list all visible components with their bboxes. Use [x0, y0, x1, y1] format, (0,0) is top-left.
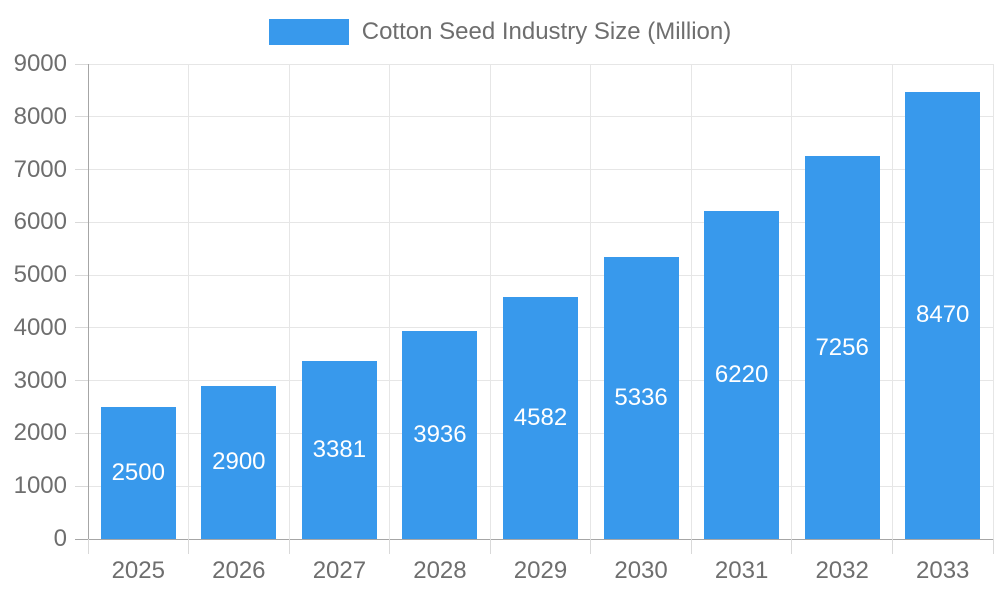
- y-axis-tick: [75, 169, 88, 171]
- y-axis-label: 4000: [13, 313, 67, 341]
- y-axis-label: 7000: [13, 155, 67, 183]
- y-axis-label: 2000: [13, 419, 67, 447]
- legend-swatch: [268, 19, 349, 45]
- gridline-horizontal: [88, 169, 993, 171]
- x-axis-tick: [791, 539, 793, 554]
- y-axis-tick: [75, 327, 88, 329]
- gridline-vertical: [992, 64, 994, 539]
- gridline-horizontal: [88, 221, 993, 223]
- bar-value-label: 7256: [815, 333, 869, 361]
- gridline-vertical: [590, 64, 592, 539]
- bar[interactable]: [603, 257, 679, 539]
- gridline-vertical: [690, 64, 692, 539]
- x-axis-label: 2033: [916, 557, 970, 584]
- y-axis-tick: [75, 432, 88, 434]
- legend-label: Cotton Seed Industry Size (Million): [361, 18, 732, 45]
- x-axis-tick: [87, 539, 89, 554]
- bar-value-label: 8470: [916, 301, 970, 329]
- x-axis-label: 2028: [413, 557, 467, 584]
- y-axis-label: 9000: [13, 50, 67, 77]
- x-axis-tick: [891, 539, 893, 554]
- bar[interactable]: [804, 156, 880, 539]
- gridline-vertical: [489, 64, 491, 539]
- y-axis-label: 8000: [13, 102, 67, 130]
- x-axis-tick: [489, 539, 491, 554]
- x-axis-label: 2025: [111, 557, 165, 584]
- y-axis-label: 0: [53, 525, 67, 552]
- y-axis-tick: [75, 380, 88, 382]
- y-axis-tick: [75, 485, 88, 487]
- x-axis-label: 2030: [614, 557, 668, 584]
- bar[interactable]: [402, 331, 478, 539]
- bar[interactable]: [201, 385, 277, 539]
- y-axis-tick: [75, 221, 88, 223]
- gridline-horizontal: [88, 116, 993, 118]
- bar-value-label: 3936: [413, 421, 467, 449]
- bar-value-label: 5336: [614, 384, 668, 412]
- gridline-vertical: [87, 64, 89, 539]
- y-axis-label: 3000: [13, 366, 67, 394]
- bar[interactable]: [301, 360, 377, 539]
- legend[interactable]: Cotton Seed Industry Size (Million): [0, 19, 1000, 45]
- gridline-horizontal: [88, 274, 993, 276]
- x-axis-tick: [288, 539, 290, 554]
- gridline-vertical: [288, 64, 290, 539]
- x-axis-label: 2029: [513, 557, 568, 584]
- gridline-horizontal: [88, 538, 993, 540]
- x-axis-label: 2027: [312, 557, 367, 584]
- y-axis-label: 6000: [13, 208, 67, 236]
- gridline-vertical: [891, 64, 893, 539]
- bar[interactable]: [905, 91, 981, 539]
- x-axis-label: 2032: [815, 557, 869, 584]
- bar-value-label: 2500: [111, 459, 165, 487]
- bar[interactable]: [503, 297, 578, 539]
- y-axis-label: 1000: [13, 472, 67, 500]
- y-axis-tick: [75, 116, 88, 118]
- gridline-vertical: [791, 64, 793, 539]
- x-axis-tick: [590, 539, 592, 554]
- bar-value-label: 4582: [513, 404, 568, 432]
- y-axis-tick: [75, 63, 88, 65]
- bar-value-label: 2900: [212, 448, 266, 476]
- x-axis-tick: [188, 539, 190, 554]
- bar-value-label: 3381: [312, 435, 367, 463]
- y-axis-label: 5000: [13, 261, 67, 289]
- bar-value-label: 6220: [714, 360, 769, 388]
- gridline-vertical: [188, 64, 190, 539]
- y-axis-tick: [75, 274, 88, 276]
- gridline-horizontal: [88, 63, 993, 65]
- x-axis-tick: [690, 539, 692, 554]
- y-axis-tick: [75, 538, 88, 540]
- x-axis-label: 2026: [212, 557, 266, 584]
- x-axis-tick: [992, 539, 994, 554]
- x-axis-tick: [389, 539, 391, 554]
- bar[interactable]: [100, 407, 176, 539]
- bar[interactable]: [704, 210, 780, 539]
- x-axis-label: 2031: [714, 557, 769, 584]
- gridline-vertical: [389, 64, 391, 539]
